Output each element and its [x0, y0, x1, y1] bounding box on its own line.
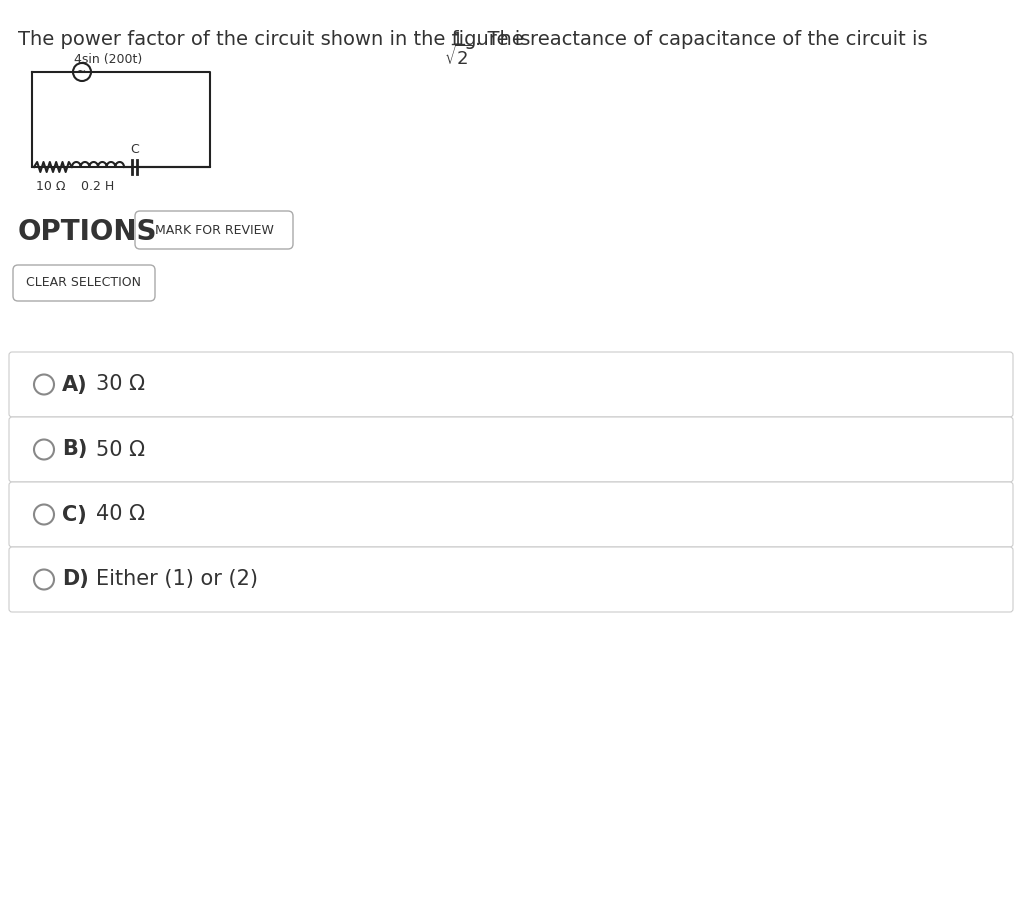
- FancyBboxPatch shape: [13, 265, 155, 301]
- Text: Either (1) or (2): Either (1) or (2): [96, 569, 258, 589]
- Text: 4sin (200t): 4sin (200t): [74, 53, 142, 67]
- Text: C): C): [62, 505, 87, 524]
- FancyBboxPatch shape: [9, 352, 1013, 417]
- Text: 0.2 H: 0.2 H: [81, 180, 115, 193]
- Text: OPTIONS: OPTIONS: [18, 218, 158, 246]
- FancyBboxPatch shape: [9, 547, 1013, 612]
- FancyBboxPatch shape: [9, 417, 1013, 482]
- Text: C: C: [130, 143, 139, 156]
- FancyBboxPatch shape: [135, 211, 293, 249]
- Text: 10 Ω: 10 Ω: [36, 180, 66, 193]
- Text: . The reactance of capacitance of the circuit is: . The reactance of capacitance of the ci…: [475, 30, 928, 49]
- Text: 50 Ω: 50 Ω: [96, 440, 145, 460]
- Text: The power factor of the circuit shown in the figure is: The power factor of the circuit shown in…: [18, 30, 530, 49]
- Text: ~: ~: [78, 67, 87, 77]
- Text: 1: 1: [453, 31, 464, 49]
- Text: D): D): [62, 569, 89, 589]
- Text: B): B): [62, 440, 87, 460]
- Text: A): A): [62, 375, 88, 395]
- Text: $\sqrt{2}$: $\sqrt{2}$: [443, 45, 472, 69]
- Text: MARK FOR REVIEW: MARK FOR REVIEW: [155, 223, 273, 236]
- Text: 30 Ω: 30 Ω: [96, 375, 145, 395]
- FancyBboxPatch shape: [9, 482, 1013, 547]
- Text: CLEAR SELECTION: CLEAR SELECTION: [27, 277, 141, 289]
- Text: 40 Ω: 40 Ω: [96, 505, 145, 524]
